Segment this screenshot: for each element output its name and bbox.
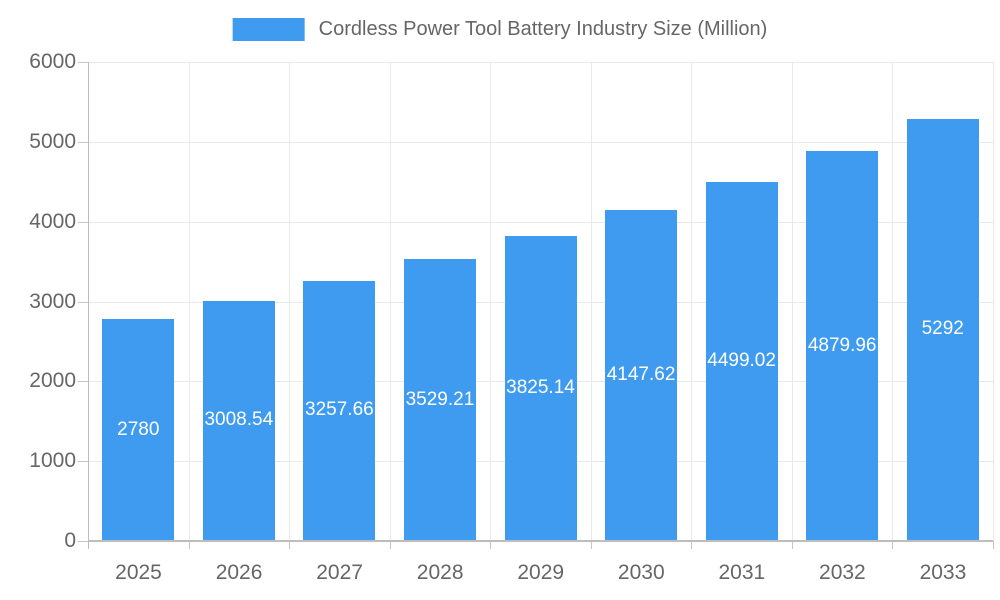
- x-gridline: [691, 62, 693, 541]
- bar-2029[interactable]: 3825.14: [504, 235, 577, 540]
- x-axis-tick-label: 2032: [819, 561, 866, 584]
- y-gridline: [88, 62, 993, 63]
- x-gridline: [590, 62, 592, 541]
- y-axis-tick-label: 4000: [29, 209, 76, 233]
- x-gridline: [490, 62, 492, 541]
- y-axis-tick: [78, 221, 88, 223]
- y-axis-line: [88, 62, 89, 549]
- x-axis-tick: [389, 541, 391, 549]
- x-gridline: [389, 62, 391, 541]
- bar-value-label: 5292: [921, 318, 964, 340]
- bar-2032[interactable]: 4879.96: [806, 151, 879, 540]
- x-axis-tick-label: 2031: [718, 561, 766, 584]
- bar-value-label: 3825.14: [506, 376, 575, 398]
- x-axis-tick: [590, 541, 592, 549]
- legend-label: Cordless Power Tool Battery Industry Siz…: [318, 18, 768, 40]
- bar-value-label: 4879.96: [807, 334, 877, 356]
- x-axis-tick: [993, 541, 994, 549]
- bar-value-label: 2780: [117, 418, 160, 440]
- bar-2028[interactable]: 3529.21: [403, 259, 476, 540]
- x-axis-tick-label: 2026: [215, 561, 263, 584]
- x-axis-tick-label: 2030: [617, 561, 665, 584]
- y-axis-tick-label: 1000: [29, 449, 76, 473]
- bar-2027[interactable]: 3257.66: [303, 280, 376, 540]
- y-axis-tick-label: 6000: [29, 50, 76, 73]
- y-gridline: [88, 141, 993, 143]
- y-axis-tick: [78, 62, 88, 63]
- y-gridline: [88, 221, 993, 223]
- x-axis-tick-label: 2027: [316, 561, 363, 584]
- bar-2031[interactable]: 4499.02: [705, 181, 778, 540]
- x-gridline: [892, 62, 894, 541]
- y-axis-tick: [78, 301, 88, 303]
- x-axis-tick-label: 2029: [517, 561, 565, 584]
- x-gridline: [289, 62, 291, 541]
- legend-item[interactable]: Cordless Power Tool Battery Industry Siz…: [232, 18, 768, 41]
- y-axis-tick-label: 5000: [29, 129, 76, 153]
- x-gridline: [188, 62, 190, 541]
- x-axis-tick-label: 2028: [416, 561, 464, 584]
- y-axis-tick-label: 3000: [29, 289, 76, 313]
- bar-2030[interactable]: 4147.62: [605, 209, 678, 540]
- bar-value-label: 3257.66: [305, 399, 374, 421]
- y-axis-tick: [78, 461, 88, 463]
- bar-2033[interactable]: 5292: [906, 118, 979, 540]
- x-axis-tick: [289, 541, 291, 549]
- bar-2025[interactable]: 2780: [102, 319, 175, 540]
- x-axis-tick-label: 2025: [115, 561, 162, 584]
- x-gridline: [791, 62, 793, 541]
- x-axis-tick: [791, 541, 793, 549]
- x-axis-tick: [892, 541, 894, 549]
- y-axis-tick: [78, 141, 88, 143]
- bar-value-label: 3529.21: [405, 388, 475, 410]
- y-axis-tick-label: 2000: [29, 369, 76, 393]
- x-axis-tick: [691, 541, 693, 549]
- y-axis-tick: [78, 541, 88, 542]
- x-axis-line: [88, 540, 993, 542]
- y-axis-tick: [78, 381, 88, 383]
- x-gridline: [993, 62, 994, 541]
- x-axis-tick-label: 2033: [919, 561, 967, 584]
- bar-value-label: 4499.02: [707, 349, 776, 371]
- bar-value-label: 3008.54: [204, 409, 274, 431]
- x-axis-tick: [188, 541, 190, 549]
- x-axis-tick: [490, 541, 492, 549]
- legend-swatch: [232, 18, 305, 41]
- bar-value-label: 4147.62: [606, 363, 676, 385]
- y-axis-tick-label: 0: [64, 529, 76, 552]
- bar-2026[interactable]: 3008.54: [202, 300, 275, 540]
